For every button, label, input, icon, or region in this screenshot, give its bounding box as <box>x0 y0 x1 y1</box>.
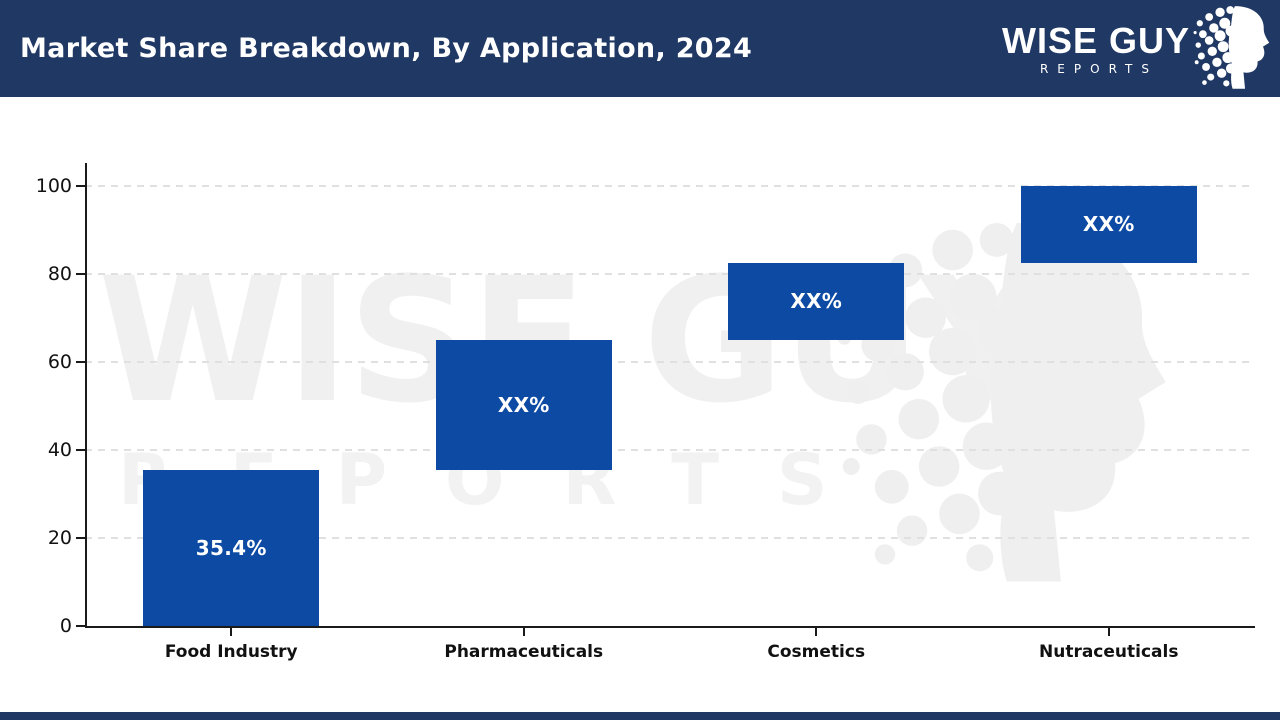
gridline <box>85 185 1255 187</box>
gridline <box>85 273 1255 275</box>
y-tick-label: 40 <box>47 439 72 461</box>
bar-value-label: XX% <box>1082 212 1135 237</box>
y-tick <box>76 185 85 187</box>
category-label: Food Industry <box>164 642 298 662</box>
category-label: Cosmetics <box>767 642 866 662</box>
page-title: Market Share Breakdown, By Application, … <box>20 33 753 64</box>
bar-segment: XX% <box>1020 186 1197 263</box>
y-tick <box>76 537 85 539</box>
gridline <box>85 449 1255 451</box>
y-tick-label: 60 <box>47 351 72 373</box>
bar-value-label: XX% <box>790 289 843 314</box>
chart-canvas: WISE GUY REPORTS 0 20 40 60 80 100 35.4% Food I… <box>0 97 1280 712</box>
y-tick-label: 20 <box>47 527 72 549</box>
x-axis-line <box>85 626 1255 628</box>
category-label: Pharmaceuticals <box>444 642 604 662</box>
wise-guy-logo: WISE GUY REPORTS <box>1002 4 1270 94</box>
y-tick <box>76 449 85 451</box>
logo-subtitle: REPORTS <box>1039 62 1158 76</box>
bar-value-label: 35.4% <box>195 536 267 561</box>
bar-segment: XX% <box>435 340 612 471</box>
bar-value-label: XX% <box>497 393 550 418</box>
x-tick <box>522 628 525 636</box>
y-tick <box>76 625 85 627</box>
x-tick <box>815 628 818 636</box>
logo-text: WISE GUY REPORTS <box>1001 20 1190 77</box>
y-tick-label: 100 <box>35 175 72 197</box>
footer-bar <box>0 712 1280 720</box>
bar-segment: XX% <box>728 262 905 340</box>
logo-face-icon <box>1193 6 1270 89</box>
y-tick <box>76 361 85 363</box>
gridline <box>85 361 1255 363</box>
y-axis-line <box>85 163 87 628</box>
category-label: Nutraceuticals <box>1039 642 1179 662</box>
y-tick <box>76 273 85 275</box>
logo-wordmark: WISE GUY <box>1001 20 1190 61</box>
header-band: Market Share Breakdown, By Application, … <box>0 0 1280 97</box>
gridline <box>85 537 1255 539</box>
x-tick <box>1107 628 1110 636</box>
x-tick <box>230 628 233 636</box>
bar-segment: 35.4% <box>143 470 320 626</box>
y-tick-label: 0 <box>59 615 72 637</box>
y-tick-label: 80 <box>47 263 72 285</box>
